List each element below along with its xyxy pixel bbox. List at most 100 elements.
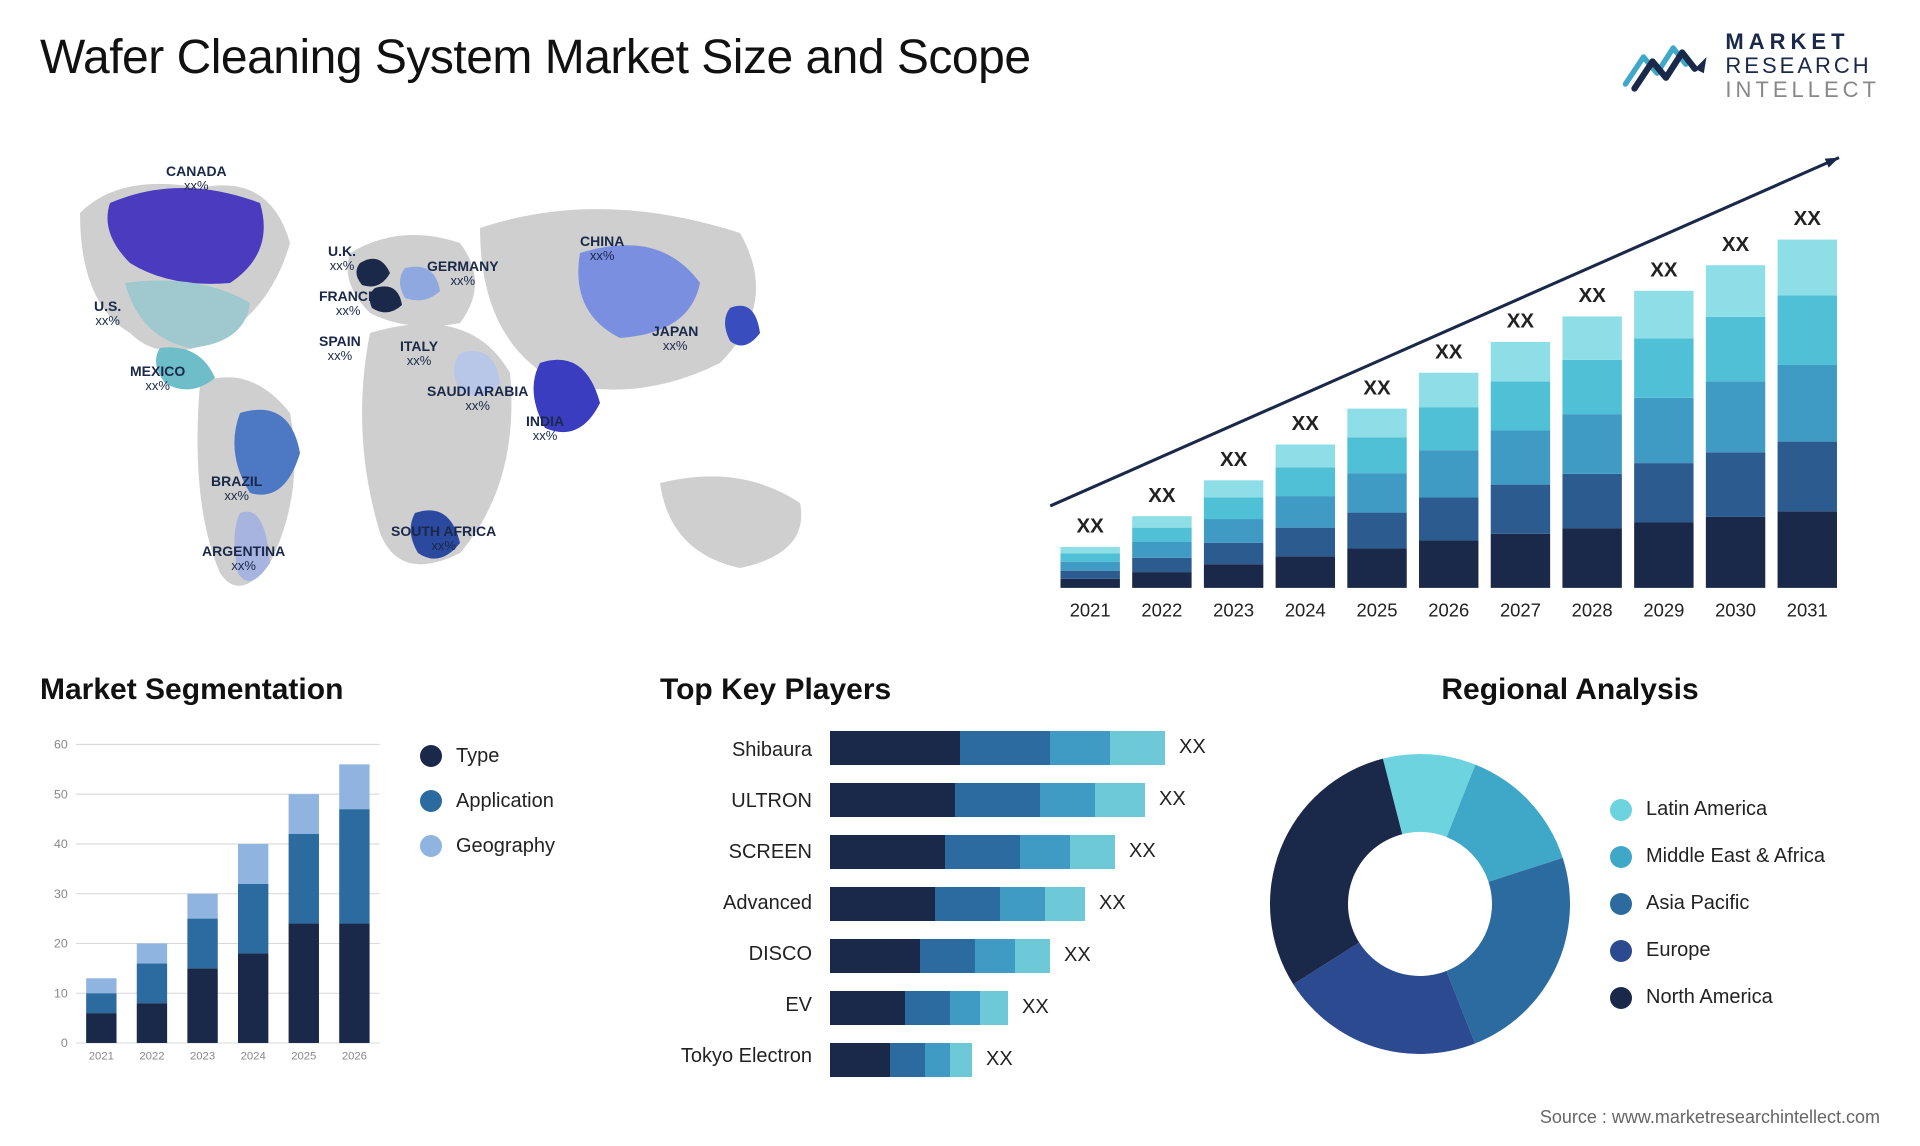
player-value: XX [1099,892,1126,915]
player-name: SCREEN [660,841,812,864]
svg-text:XX: XX [1292,412,1320,435]
svg-text:20: 20 [54,936,68,950]
svg-text:XX: XX [1435,340,1463,363]
map-country-label: MEXICOxx% [130,363,185,394]
market-size-bar-chart: XX 2021 XX 2022 XX 2023 XX 2024 XX 2025 XX 2026 XX 20… [1040,133,1880,633]
regional-donut-chart [1260,744,1580,1064]
players-title: Top Key Players [660,673,1220,707]
segmentation-title: Market Segmentation [40,673,620,707]
map-country-label: BRAZILxx% [211,473,262,504]
map-country-label: GERMANYxx% [427,258,499,289]
svg-text:XX: XX [1722,232,1750,255]
legend-item: Type [420,745,620,768]
regional-section: Regional Analysis Latin AmericaMiddle Ea… [1260,673,1880,1083]
logo-line1: MARKET [1725,30,1880,54]
player-name: DISCO [660,943,812,966]
svg-text:2028: 2028 [1572,599,1613,620]
logo-mark-icon [1621,36,1711,96]
map-country-label: ITALYxx% [400,338,438,369]
map-country-label: SAUDI ARABIAxx% [427,383,528,414]
svg-text:2026: 2026 [342,1050,367,1062]
market-size-chart-panel: XX 2021 XX 2022 XX 2023 XX 2024 XX 2025 XX 2026 XX 20… [1000,133,1880,633]
svg-text:40: 40 [54,837,68,851]
legend-item: Asia Pacific [1610,892,1880,915]
logo-line2: RESEARCH [1725,54,1880,78]
svg-text:XX: XX [1650,258,1678,281]
player-bar-row: XX [830,731,1220,765]
svg-text:2024: 2024 [1285,599,1326,620]
players-labels: Shibaura ULTRON SCREEN Advanced DISCO EV Tokyo… [660,725,820,1083]
players-bars: XX XX XX XX XX XX XX [830,725,1220,1083]
map-country-label: CANADAxx% [166,163,227,194]
svg-text:2025: 2025 [1357,599,1398,620]
logo-line3: INTELLECT [1725,78,1880,102]
segmentation-legend: Type Application Geography [420,725,620,1083]
player-name: ULTRON [660,790,812,813]
map-country-label: SPAINxx% [319,333,361,364]
segmentation-section: Market Segmentation 0 10 20 30 40 50 60 2021 202… [40,673,620,1083]
svg-text:2026: 2026 [1428,599,1469,620]
svg-text:2024: 2024 [241,1050,266,1062]
page-title: Wafer Cleaning System Market Size and Sc… [40,30,1031,85]
svg-text:2021: 2021 [1070,599,1111,620]
svg-text:2030: 2030 [1715,599,1756,620]
source-attribution: Source : www.marketresearchintellect.com [1540,1107,1880,1128]
svg-text:10: 10 [54,986,68,1000]
svg-text:XX: XX [1578,284,1606,307]
player-value: XX [1179,736,1206,759]
segmentation-bar-chart: 0 10 20 30 40 50 60 2021 2022 2023 2024 2025 2026 [40,725,390,1083]
player-value: XX [1159,788,1186,811]
svg-text:60: 60 [54,737,68,751]
player-name: EV [660,994,812,1017]
svg-text:30: 30 [54,886,68,900]
player-bar-row: XX [830,783,1220,817]
svg-text:XX: XX [1363,376,1391,399]
svg-text:XX: XX [1077,514,1105,537]
player-bar-row: XX [830,991,1220,1025]
svg-text:2025: 2025 [291,1050,316,1062]
svg-text:2027: 2027 [1500,599,1541,620]
svg-text:2029: 2029 [1643,599,1684,620]
regional-title: Regional Analysis [1260,673,1880,707]
svg-text:2022: 2022 [1141,599,1182,620]
brand-logo: MARKET RESEARCH INTELLECT [1621,30,1880,103]
svg-text:2021: 2021 [89,1050,114,1062]
map-country-label: CHINAxx% [580,233,624,264]
map-country-label: U.K.xx% [328,243,356,274]
svg-text:XX: XX [1794,207,1822,230]
player-bar-row: XX [830,1043,1220,1077]
player-name: Tokyo Electron [660,1045,812,1068]
legend-item: Europe [1610,939,1880,962]
svg-text:XX: XX [1148,483,1176,506]
svg-text:XX: XX [1220,448,1248,471]
map-country-label: JAPANxx% [652,323,698,354]
world-map-panel: CANADAxx% U.S.xx% MEXICOxx% BRAZILxx% ARGENT… [40,133,940,633]
svg-text:2023: 2023 [190,1050,215,1062]
player-bar-row: XX [830,939,1220,973]
player-value: XX [1129,840,1156,863]
svg-text:2022: 2022 [139,1050,164,1062]
legend-item: Latin America [1610,798,1880,821]
legend-item: North America [1610,986,1880,1009]
player-bar-row: XX [830,835,1220,869]
player-value: XX [986,1048,1013,1071]
svg-text:2031: 2031 [1787,599,1828,620]
legend-item: Geography [420,835,620,858]
players-section: Top Key Players Shibaura ULTRON SCREEN Adva… [660,673,1220,1083]
map-country-label: INDIAxx% [526,413,564,444]
map-country-label: U.S.xx% [94,298,121,329]
svg-text:XX: XX [1507,309,1535,332]
player-value: XX [1064,944,1091,967]
map-country-label: ARGENTINAxx% [202,543,285,574]
svg-text:0: 0 [61,1036,68,1050]
svg-text:50: 50 [54,787,68,801]
legend-item: Application [420,790,620,813]
player-value: XX [1022,996,1049,1019]
svg-text:2023: 2023 [1213,599,1254,620]
player-name: Shibaura [660,739,812,762]
player-name: Advanced [660,892,812,915]
player-bar-row: XX [830,887,1220,921]
regional-legend: Latin AmericaMiddle East & AfricaAsia Pa… [1610,798,1880,1009]
map-country-label: FRANCExx% [319,288,377,319]
map-country-label: SOUTH AFRICAxx% [391,523,496,554]
